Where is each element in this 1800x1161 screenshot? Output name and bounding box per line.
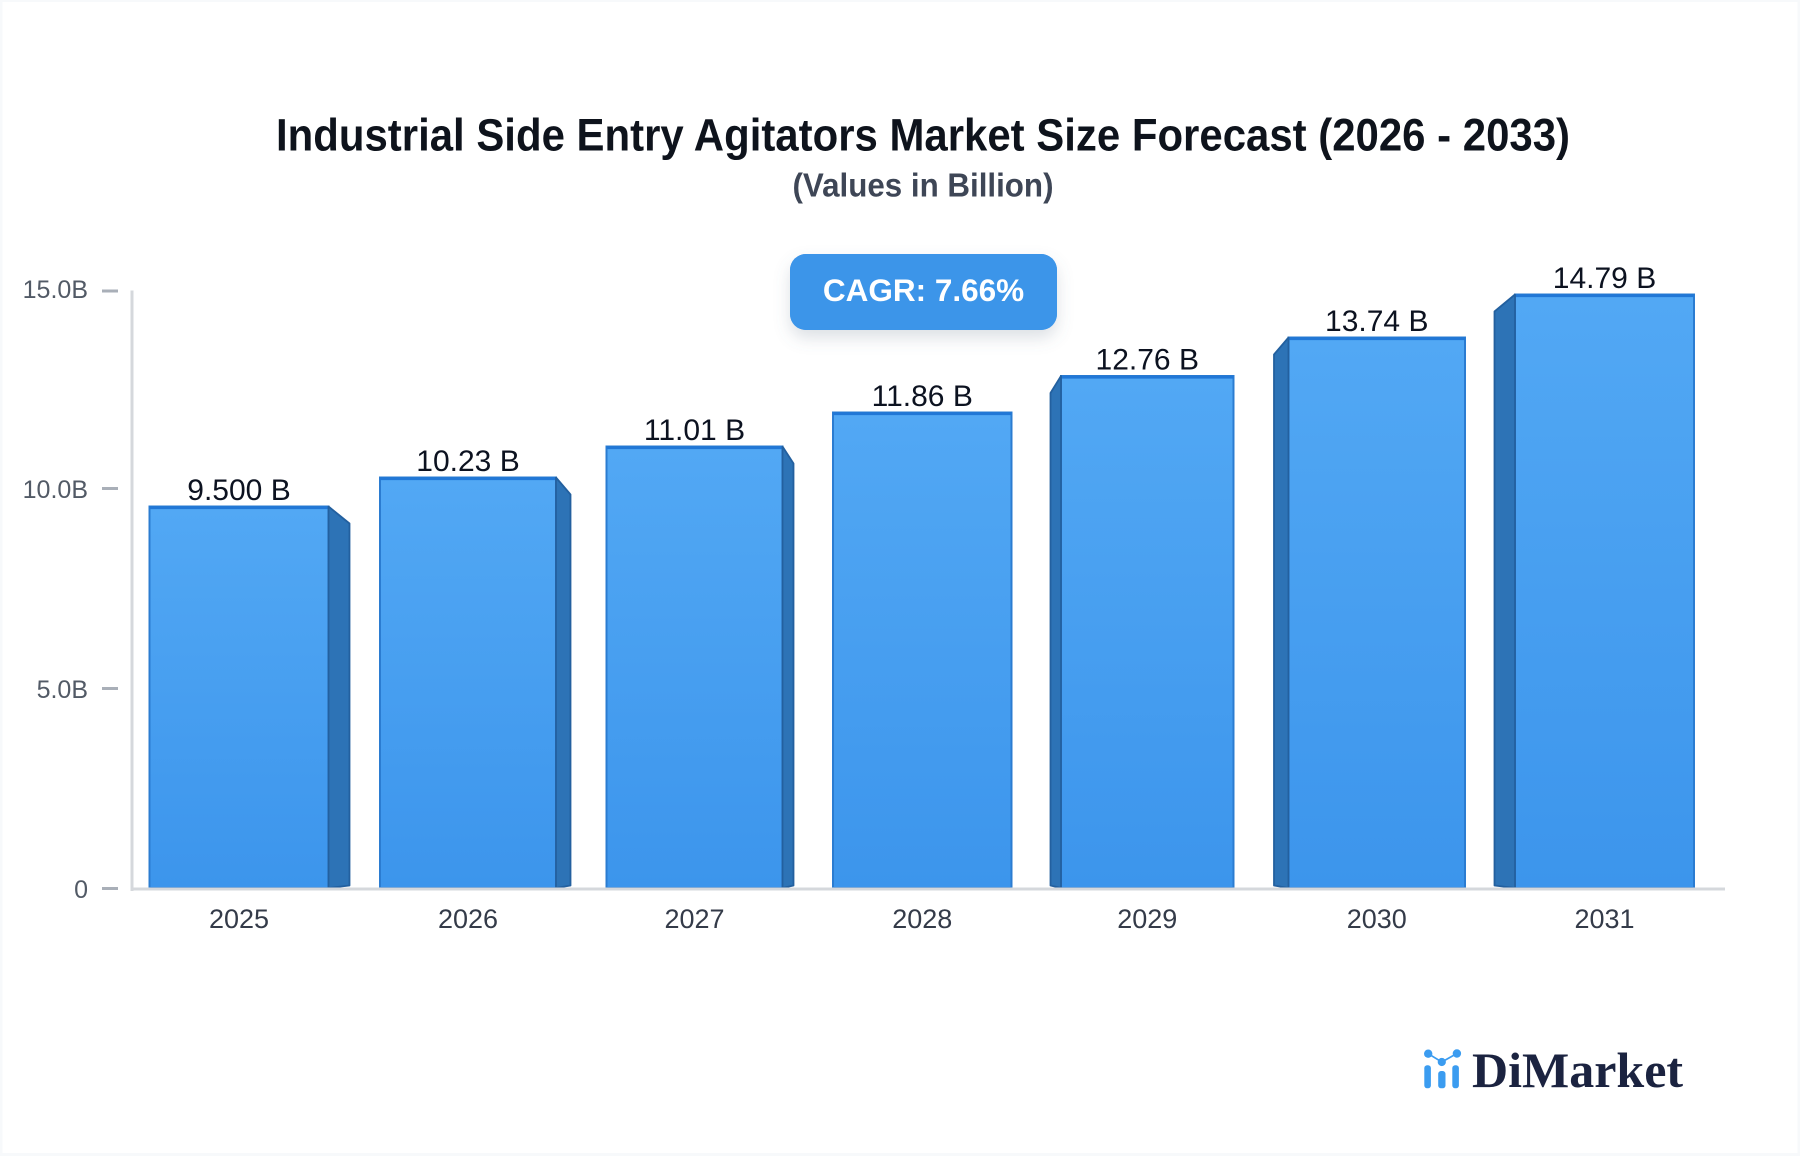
svg-text:5.0B: 5.0B xyxy=(37,676,88,704)
svg-text:2028: 2028 xyxy=(892,904,952,934)
svg-text:2031: 2031 xyxy=(1574,904,1634,934)
svg-text:9.500 B: 9.500 B xyxy=(187,474,290,507)
svg-text:15.0B: 15.0B xyxy=(23,276,88,304)
svg-text:2030: 2030 xyxy=(1347,904,1407,934)
svg-text:13.74 B: 13.74 B xyxy=(1325,305,1428,338)
svg-text:(Values in Billion): (Values in Billion) xyxy=(793,167,1054,204)
svg-text:2029: 2029 xyxy=(1117,904,1177,934)
svg-text:2027: 2027 xyxy=(664,904,724,934)
svg-text:2026: 2026 xyxy=(438,904,498,934)
svg-text:DiMarket: DiMarket xyxy=(1472,1042,1683,1098)
svg-text:2025: 2025 xyxy=(209,904,269,934)
svg-text:10.0B: 10.0B xyxy=(23,476,88,504)
svg-text:CAGR: 7.66%: CAGR: 7.66% xyxy=(823,272,1024,308)
svg-text:11.01 B: 11.01 B xyxy=(644,414,745,447)
svg-text:14.79 B: 14.79 B xyxy=(1553,262,1656,295)
svg-text:Industrial Side Entry Agitator: Industrial Side Entry Agitators Market S… xyxy=(276,110,1570,161)
svg-text:0: 0 xyxy=(74,876,88,904)
svg-text:12.76 B: 12.76 B xyxy=(1096,344,1199,377)
svg-text:10.23 B: 10.23 B xyxy=(416,445,519,478)
svg-text:11.86 B: 11.86 B xyxy=(872,380,973,413)
